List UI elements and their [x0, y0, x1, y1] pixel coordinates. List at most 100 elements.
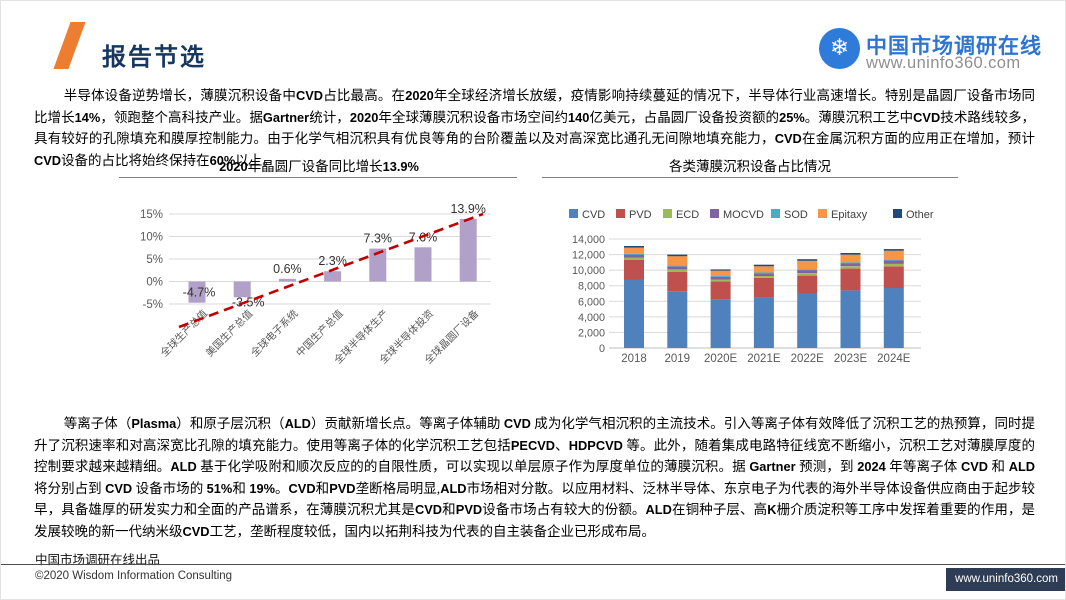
stack-segment-SOD [624, 253, 644, 255]
stack-segment-CVD [797, 293, 818, 348]
stack-segment-ECD [797, 273, 818, 276]
bar [324, 271, 342, 282]
legend-swatch-ECD [663, 209, 672, 218]
stack-segment-Other [667, 254, 688, 257]
stack-segment-Other [797, 259, 818, 261]
footer-divider [1, 564, 1065, 565]
paragraph-analysis: 等离子体（Plasma）和原子层沉积（ALD）贡献新增长点。等离子体辅助 CVD… [34, 416, 1036, 539]
stack-segment-ECD [883, 263, 904, 267]
stack-segment-SOD [710, 276, 731, 277]
legend-label-ECD: ECD [676, 209, 699, 221]
paragraph-intro: 半导体设备逆势增长，薄膜沉积设备中CVD占比最高。在2020年全球经济增长放缓，… [34, 88, 1036, 168]
x-category-label: 2024E [877, 353, 911, 365]
stack-segment-Other [753, 264, 774, 267]
y-tick-label: 2,000 [578, 327, 605, 339]
y-tick-label: -5% [143, 299, 163, 311]
y-tick-label: 5% [146, 254, 163, 266]
stack-segment-Epitaxy [840, 254, 861, 263]
stack-segment-SOD [753, 272, 774, 274]
legend-swatch-SOD [771, 209, 780, 218]
snowflake-icon: ❄ [819, 28, 860, 69]
stack-segment-MOCVD [840, 263, 861, 267]
stack-segment-Epitaxy [710, 270, 731, 276]
slash-icon [53, 22, 86, 69]
stack-segment-Epitaxy [797, 260, 818, 270]
bar-value-label: 2.3% [318, 254, 347, 268]
legend-swatch-CVD [569, 209, 578, 218]
y-tick-label: 15% [140, 209, 163, 221]
stack-segment-Other [883, 249, 904, 251]
trend-line [178, 212, 484, 329]
bar-value-label: 7.3% [364, 232, 393, 246]
x-category-label: 2019 [665, 353, 691, 365]
stack-segment-Epitaxy [624, 247, 644, 254]
stack-segment-SOD [883, 259, 904, 261]
x-category-label: 全球电子系统 [248, 307, 300, 359]
legend-label-SOD: SOD [784, 209, 808, 221]
stack-segment-PVD [883, 266, 904, 289]
stack-segment-Other [710, 269, 731, 271]
stack-segment-Epitaxy [667, 256, 688, 266]
bar [278, 278, 296, 282]
legend-swatch-Epitaxy [818, 209, 827, 218]
bar-value-label: 13.9% [450, 202, 485, 216]
stack-segment-CVD [624, 279, 644, 348]
footer-url-link[interactable]: www.uninfo360.com [946, 568, 1065, 591]
produced-by-label: 中国市场调研在线出品 [35, 553, 161, 567]
stack-segment-ECD [667, 269, 688, 272]
stack-segment-CVD [667, 291, 688, 348]
right-chart-title: 各类薄膜沉积设备占比情况 [669, 159, 831, 174]
stack-segment-PVD [667, 271, 688, 292]
y-tick-label: 4,000 [578, 312, 605, 324]
legend-swatch-Other [893, 209, 902, 218]
stack-segment-CVD [840, 290, 861, 348]
legend-swatch-PVD [616, 209, 625, 218]
stack-segment-Other [624, 246, 644, 248]
x-category-label: 2022E [791, 353, 825, 365]
right-title-divider [542, 177, 958, 178]
legend-label-Epitaxy: Epitaxy [831, 209, 868, 221]
y-tick-label: 0% [146, 277, 163, 289]
bar [459, 218, 477, 282]
stack-segment-PVD [710, 281, 731, 300]
copyright-label: ©2020 Wisdom Information Consulting [35, 570, 233, 582]
stack-segment-MOCVD [624, 254, 644, 258]
bar-value-label: -4.7% [183, 286, 216, 300]
stack-segment-MOCVD [797, 270, 818, 274]
stack-segment-SOD [797, 269, 818, 271]
stack-segment-ECD [624, 257, 644, 260]
bar [369, 248, 387, 282]
stack-segment-CVD [710, 299, 731, 348]
stack-segment-ECD [753, 276, 774, 278]
y-tick-label: 0 [599, 343, 605, 355]
bar-value-label: 0.6% [273, 262, 302, 276]
stack-segment-MOCVD [753, 273, 774, 276]
stack-segment-SOD [667, 265, 688, 267]
stack-segment-Epitaxy [883, 250, 904, 260]
left-chart-title: 2020年晶圆厂设备同比增长13.9% [219, 159, 419, 174]
stack-segment-PVD [840, 268, 861, 291]
y-tick-label: 14,000 [572, 234, 605, 246]
stack-segment-CVD [753, 297, 774, 348]
stack-segment-Epitaxy [753, 266, 774, 273]
stack-segment-MOCVD [667, 266, 688, 270]
x-category-label: 中国生产总值 [293, 307, 345, 359]
stack-segment-Other [840, 253, 861, 255]
site-name: 中国市场调研在线 [866, 35, 1042, 58]
legend-label-MOCVD: MOCVD [723, 209, 764, 221]
x-category-label: 2023E [834, 353, 868, 365]
stack-segment-MOCVD [883, 260, 904, 264]
y-tick-label: 8,000 [578, 281, 605, 293]
bar [414, 247, 432, 282]
stack-segment-PVD [753, 277, 774, 298]
x-category-label: 2021E [747, 353, 781, 365]
y-tick-label: 10% [140, 232, 163, 244]
x-category-label: 2018 [621, 353, 647, 365]
page-title: 报告节选 [102, 44, 206, 71]
bar [188, 281, 206, 303]
x-category-label: 全球生产总值 [158, 307, 210, 359]
legend-label-CVD: CVD [582, 209, 605, 221]
legend-swatch-MOCVD [710, 209, 719, 218]
left-title-divider [119, 177, 517, 178]
wafer-fab-growth-bar-chart: 15%10%5%0%-5%-4.7%全球生产总值-3.5%美国生产总值0.6%全… [140, 202, 491, 367]
